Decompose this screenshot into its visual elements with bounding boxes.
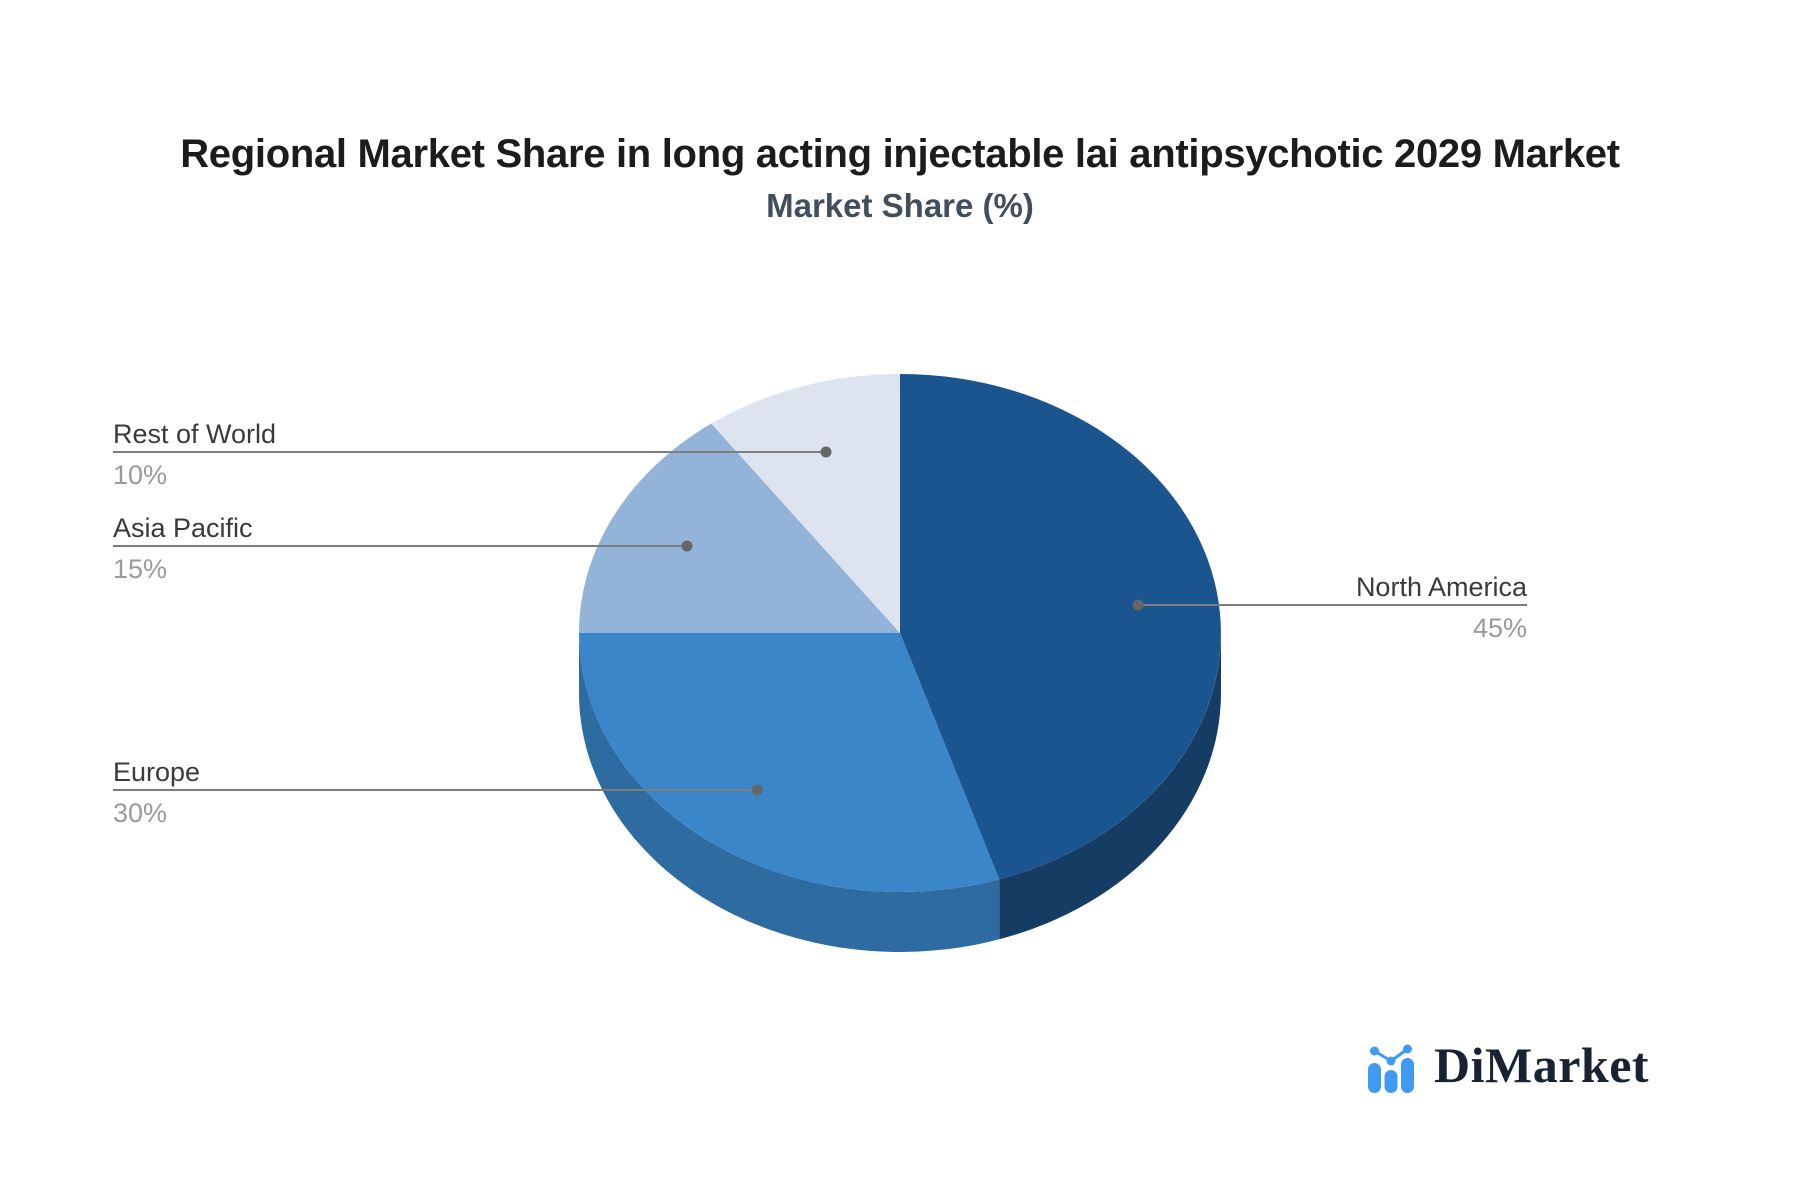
- logo-trend-segment-1: [1373, 1049, 1392, 1063]
- bar-chart-trend-icon: [1368, 1044, 1414, 1093]
- leader-dot-north-america: [1132, 599, 1144, 611]
- chart-title: Regional Market Share in long acting inj…: [180, 132, 1620, 176]
- callout-north-america: North America 45%: [1356, 573, 1527, 642]
- chart-subtitle: Market Share (%): [766, 187, 1034, 224]
- pie-slice-rest-of-world[interactable]: [711, 374, 900, 633]
- slice-label-asia-pacific: Asia Pacific: [113, 513, 253, 543]
- slice-percent-europe: 30%: [113, 798, 168, 828]
- pie-sides: [579, 633, 1221, 952]
- slice-label-rest-of-world: Rest of World: [113, 419, 277, 449]
- logo-bar-2: [1384, 1070, 1398, 1093]
- slice-percent-north-america: 45%: [1472, 613, 1527, 643]
- logo-bar-1: [1368, 1063, 1381, 1093]
- slice-label-north-america: North America: [1355, 572, 1527, 602]
- leader-dots: [681, 446, 1144, 796]
- callout-asia-pacific: Asia Pacific 15%: [113, 514, 253, 583]
- logo-bar-3: [1401, 1058, 1414, 1093]
- slice-percent-asia-pacific: 15%: [113, 554, 168, 584]
- logo-trend-segment-2: [1390, 1047, 1409, 1063]
- slice-percent-rest-of-world: 10%: [113, 460, 168, 490]
- pie-side-north-america: [999, 633, 1221, 940]
- pie-slice-europe[interactable]: [579, 633, 1000, 892]
- callout-europe: Europe 30%: [113, 758, 200, 827]
- leader-dot-rest-of-world: [820, 446, 832, 458]
- pie-slice-asia-pacific[interactable]: [579, 423, 900, 634]
- leader-lines: [113, 451, 1527, 791]
- pie-side-europe: [579, 633, 1000, 952]
- pie-slices: [579, 374, 1221, 892]
- pie-slice-north-america[interactable]: [900, 374, 1221, 880]
- leader-dot-europe: [751, 784, 763, 796]
- dimarket-logo[interactable]: DiMarket: [1362, 1034, 1649, 1096]
- callout-rest-of-world: Rest of World 10%: [113, 420, 276, 489]
- leader-dot-asia-pacific: [681, 540, 693, 552]
- logo-text: DiMarket: [1434, 1037, 1650, 1093]
- slice-label-europe: Europe: [113, 757, 201, 787]
